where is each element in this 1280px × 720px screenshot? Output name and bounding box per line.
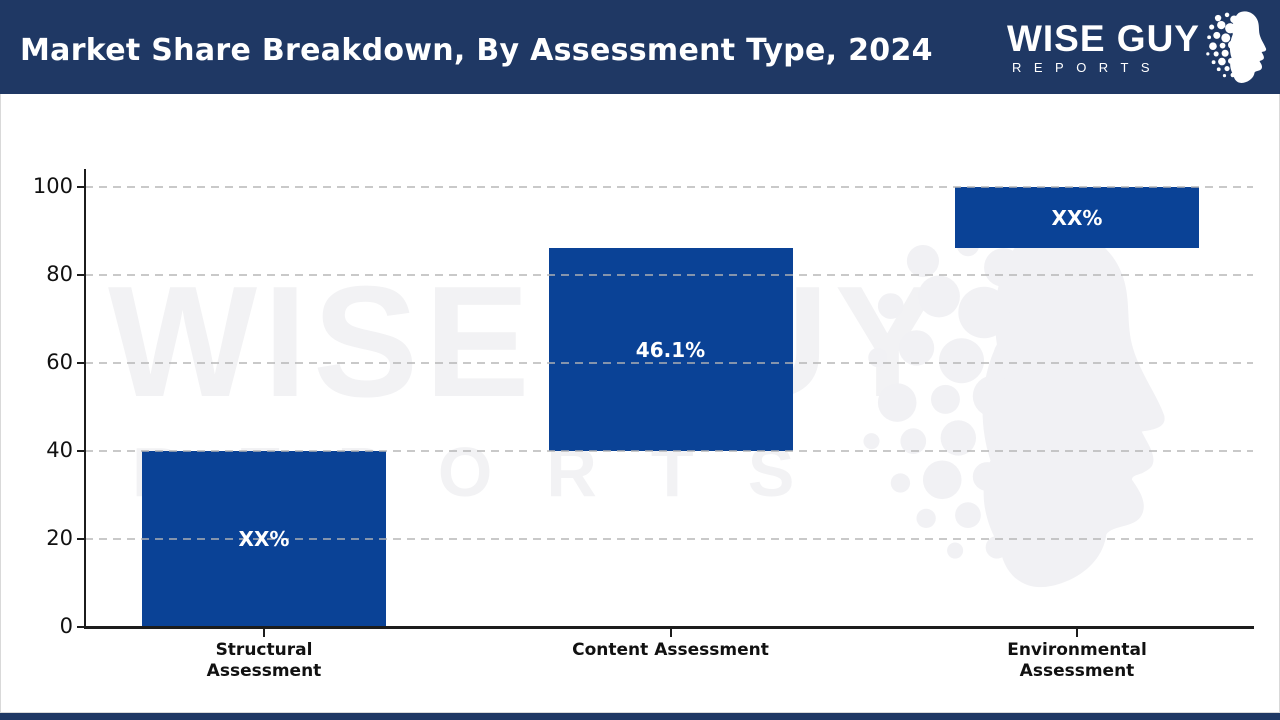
brand-wordmark-line1: WISE GUY xyxy=(1006,18,1200,59)
y-tick xyxy=(77,274,85,276)
brand-face-icon xyxy=(1206,10,1267,83)
y-tick-label: 0 xyxy=(59,614,73,639)
gridline xyxy=(85,186,1253,188)
y-tick xyxy=(77,186,85,188)
x-tick xyxy=(1076,629,1078,637)
brand-wordmark: WISE GUY REPORTS xyxy=(1007,20,1200,74)
y-tick-label: 60 xyxy=(46,350,73,375)
y-tick-label: 80 xyxy=(46,262,73,287)
gridline xyxy=(85,274,1253,276)
y-tick-label: 40 xyxy=(46,438,73,463)
y-tick xyxy=(77,538,85,540)
y-tick-label: 20 xyxy=(46,526,73,551)
footer-accent-bar xyxy=(0,713,1280,720)
app-header: Market Share Breakdown, By Assessment Ty… xyxy=(0,0,1280,94)
brand-logo: WISE GUY REPORTS xyxy=(1007,0,1268,94)
x-category-label: Structural Assessment xyxy=(206,640,322,681)
y-tick xyxy=(77,362,85,364)
brand-wordmark-line2: REPORTS xyxy=(1011,60,1163,75)
gridline xyxy=(85,450,1253,452)
gridline xyxy=(85,362,1253,364)
y-axis-spine xyxy=(84,169,86,629)
y-tick xyxy=(77,626,85,628)
gridline xyxy=(85,538,1253,540)
y-tick xyxy=(77,450,85,452)
x-tick xyxy=(669,629,672,637)
x-tick xyxy=(263,629,265,637)
page-title: Market Share Breakdown, By Assessment Ty… xyxy=(20,32,933,68)
x-axis-spine xyxy=(84,626,1254,629)
bar xyxy=(548,248,793,451)
bar xyxy=(955,187,1199,249)
y-tick-label: 100 xyxy=(32,174,73,199)
x-category-label: Environmental Assessment xyxy=(1007,640,1147,681)
x-category-label: Content Assessment xyxy=(572,640,769,660)
